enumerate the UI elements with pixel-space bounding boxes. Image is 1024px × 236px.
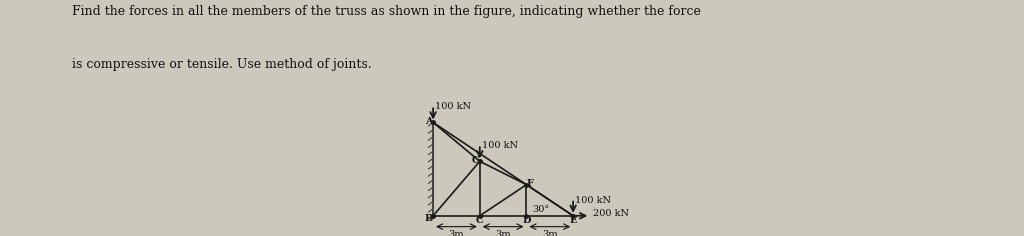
Text: C: C bbox=[476, 216, 483, 225]
Text: D: D bbox=[522, 216, 530, 225]
Text: E: E bbox=[569, 216, 577, 225]
Text: B: B bbox=[425, 214, 433, 223]
Text: 3m: 3m bbox=[449, 230, 464, 236]
Text: Find the forces in all the members of the truss as shown in the figure, indicati: Find the forces in all the members of th… bbox=[72, 5, 700, 18]
Text: 3m: 3m bbox=[496, 230, 511, 236]
Text: 100 kN: 100 kN bbox=[575, 196, 611, 205]
Text: 100 kN: 100 kN bbox=[482, 141, 518, 150]
Text: G: G bbox=[471, 156, 479, 165]
Text: 200 kN: 200 kN bbox=[593, 209, 629, 218]
Text: F: F bbox=[526, 179, 534, 188]
Text: 100 kN: 100 kN bbox=[435, 102, 471, 111]
Text: 30°: 30° bbox=[531, 205, 549, 214]
Text: is compressive or tensile. Use method of joints.: is compressive or tensile. Use method of… bbox=[72, 58, 372, 72]
Text: 3m: 3m bbox=[542, 230, 558, 236]
Text: A: A bbox=[425, 117, 432, 126]
